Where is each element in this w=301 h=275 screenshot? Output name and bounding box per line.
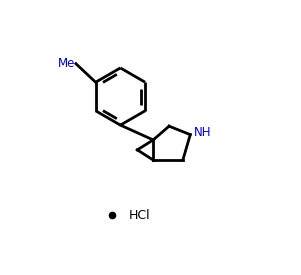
- Text: HCl: HCl: [129, 209, 150, 222]
- Text: Me: Me: [57, 57, 75, 70]
- Text: NH: NH: [194, 126, 211, 139]
